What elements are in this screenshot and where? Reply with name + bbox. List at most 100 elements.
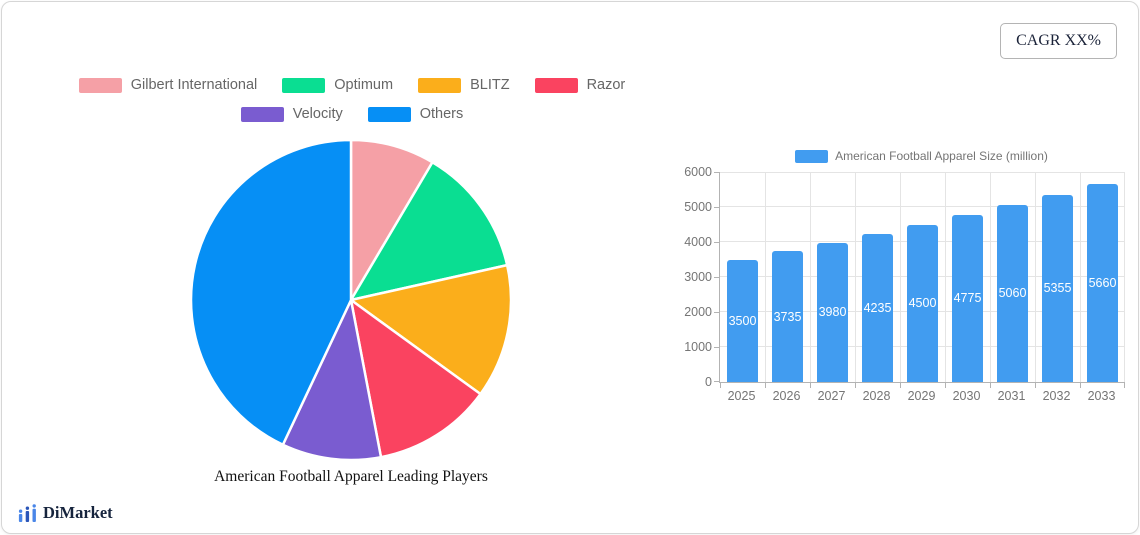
legend-label: Gilbert International — [130, 77, 258, 93]
pie-slice-razor[interactable] — [349, 298, 482, 459]
bar-plot-area: 3500 3735 3980 4235 4500 4775 5060 5355 5660 202… — [674, 165, 1129, 412]
x-tick-label-2030: 2030 — [952, 389, 981, 403]
x-tick-mark — [720, 382, 721, 388]
legend-label: Razor — [586, 77, 626, 93]
legend-swatch-velocity — [240, 106, 284, 122]
bar-legend-label: American Football Apparel Size (million) — [835, 149, 1048, 163]
legend-item-optimum[interactable]: Optimum — [282, 77, 393, 93]
v-gridline — [1035, 172, 1036, 382]
bar-plot: 3500 3735 3980 4235 4500 4775 5060 5355 5660 — [714, 172, 1125, 388]
pie-title: American Football Apparel Leading Player… — [214, 468, 488, 485]
pie-slice-others[interactable] — [189, 138, 353, 447]
v-gridline — [810, 172, 811, 382]
y-tick-mark — [714, 207, 720, 208]
bar-value-label-2026: 3735 — [773, 309, 802, 324]
bar-chart: American Football Apparel Size (million)… — [674, 149, 1129, 419]
pie-slice-blitz[interactable] — [349, 263, 513, 396]
bar-value-label-2033: 5660 — [1088, 275, 1117, 290]
pie-slice-gilbert-international[interactable] — [349, 138, 434, 302]
x-tick-label-2026: 2026 — [772, 389, 801, 403]
x-tick-mark — [855, 382, 856, 388]
y-tick-mark — [714, 381, 720, 382]
x-tick-label-2032: 2032 — [1042, 389, 1071, 403]
y-tick-label-4000: 4000 — [684, 235, 712, 249]
x-tick-label-2028: 2028 — [862, 389, 891, 403]
bar-chart-logo-icon — [18, 504, 36, 522]
y-tick-mark — [714, 277, 720, 278]
bar-value-label-2029: 4500 — [908, 296, 937, 311]
x-tick-mark — [990, 382, 991, 388]
legend-label: Optimum — [334, 77, 394, 93]
v-gridline — [945, 172, 946, 382]
bar-value-label-2031: 5060 — [998, 286, 1027, 301]
y-tick-mark — [714, 242, 720, 243]
bar-2026[interactable]: 3735 — [772, 251, 803, 382]
pie-slice-optimum[interactable] — [349, 161, 509, 302]
bar-2033[interactable]: 5660 — [1087, 183, 1118, 382]
bar-value-label-2030: 4775 — [953, 291, 982, 306]
h-gridline-6000 — [720, 172, 1125, 173]
x-tick-label-2027: 2027 — [817, 389, 846, 403]
x-tick-mark — [1035, 382, 1036, 388]
bar-2025[interactable]: 3500 — [727, 259, 758, 382]
legend-swatch-optimum — [282, 77, 326, 93]
legend-item-razor[interactable]: Razor — [534, 77, 626, 93]
x-tick-mark — [810, 382, 811, 388]
legend-item-gilbert-international[interactable]: Gilbert International — [78, 77, 258, 93]
y-tick-label-3000: 3000 — [684, 270, 712, 284]
y-tick-mark — [714, 347, 720, 348]
x-tick-label-2025: 2025 — [727, 389, 756, 403]
legend-swatch-gilbert-international — [78, 77, 122, 93]
bar-2031[interactable]: 5060 — [997, 204, 1028, 382]
v-gridline — [990, 172, 991, 382]
legend-swatch-others — [367, 106, 411, 122]
bar-legend-swatch — [795, 149, 829, 163]
bar-value-label-2028: 4235 — [863, 300, 892, 315]
pie-slice-velocity[interactable] — [281, 298, 383, 462]
pie-chart — [189, 138, 513, 462]
x-tick-mark — [945, 382, 946, 388]
v-gridline — [765, 172, 766, 382]
legend-swatch-razor — [534, 77, 578, 93]
bar-value-label-2027: 3980 — [818, 305, 847, 320]
bar-2029[interactable]: 4500 — [907, 224, 938, 382]
bar-2032[interactable]: 5355 — [1042, 194, 1073, 382]
bar-2030[interactable]: 4775 — [952, 214, 983, 382]
x-tick-label-2031: 2031 — [997, 389, 1026, 403]
v-gridline — [900, 172, 901, 382]
x-tick-mark — [900, 382, 901, 388]
pie-legend: Gilbert International Optimum BLITZ Razor Ve… — [27, 77, 677, 122]
bar-value-label-2025: 3500 — [728, 313, 757, 328]
x-axis-labels: 2025 2026 2027 2028 2029 2030 2031 2032 2033 — [719, 389, 1124, 403]
bar-value-label-2032: 5355 — [1043, 281, 1072, 296]
brand-logo: DiMarket — [18, 503, 113, 523]
legend-label: BLITZ — [470, 77, 510, 93]
legend-label: Velocity — [292, 106, 343, 122]
v-gridline — [1080, 172, 1081, 382]
cagr-badge[interactable]: CAGR XX% — [1000, 23, 1117, 59]
x-tick-label-2033: 2033 — [1087, 389, 1116, 403]
bar-2028[interactable]: 4235 — [862, 233, 893, 382]
y-tick-label-0: 0 — [705, 375, 712, 389]
y-tick-label-2000: 2000 — [684, 305, 712, 319]
x-tick-mark — [1124, 382, 1125, 388]
y-tick-mark — [714, 172, 720, 173]
x-tick-mark — [1080, 382, 1081, 388]
v-gridline — [1124, 172, 1125, 382]
x-tick-label-2029: 2029 — [907, 389, 936, 403]
legend-item-blitz[interactable]: BLITZ — [418, 77, 510, 93]
legend-label: Others — [419, 106, 464, 122]
bar-2027[interactable]: 3980 — [817, 242, 848, 382]
legend-item-velocity[interactable]: Velocity — [240, 106, 343, 122]
v-gridline — [855, 172, 856, 382]
legend-item-others[interactable]: Others — [367, 106, 464, 122]
bar-legend[interactable]: American Football Apparel Size (million) — [719, 149, 1124, 163]
h-gridline-5000 — [720, 206, 1125, 207]
legend-swatch-blitz — [418, 77, 462, 93]
y-tick-label-1000: 1000 — [684, 340, 712, 354]
y-tick-label-5000: 5000 — [684, 200, 712, 214]
y-tick-label-6000: 6000 — [684, 165, 712, 179]
y-tick-mark — [714, 312, 720, 313]
x-tick-mark — [765, 382, 766, 388]
